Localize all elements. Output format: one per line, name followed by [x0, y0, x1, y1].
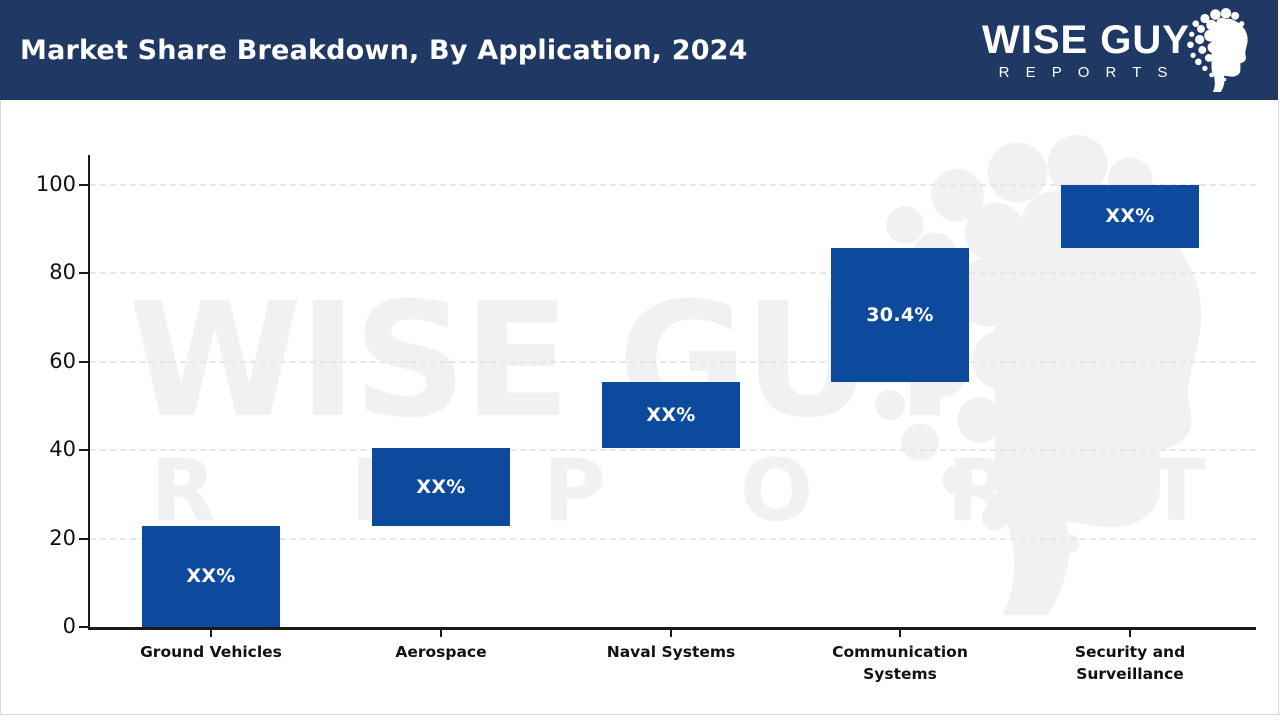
- watermark-head-icon: [856, 135, 1202, 615]
- dotted-head-icon: [1187, 7, 1248, 93]
- bar-value-label: XX%: [186, 565, 236, 588]
- x-category-label: Security and Surveillance: [1074, 643, 1186, 683]
- y-tick-label: 40: [49, 437, 76, 462]
- y-tick-label: 20: [49, 525, 76, 550]
- bar-value-label: 30.4%: [866, 303, 934, 326]
- header-bar: Market Share Breakdown, By Application, …: [0, 0, 1278, 100]
- x-category-label: Aerospace: [395, 643, 487, 661]
- brand-name: WISE GUY: [981, 17, 1190, 62]
- waterfall-bar: XX%: [142, 525, 280, 627]
- x-category-label: Naval Systems: [606, 643, 736, 661]
- brand-logo-text: WISE GUY R E P O R T S: [982, 20, 1190, 81]
- right-frame-line: [1278, 100, 1279, 715]
- waterfall-bar: XX%: [1061, 185, 1199, 248]
- y-tick-mark: [79, 272, 88, 275]
- waterfall-bar: XX%: [372, 447, 510, 526]
- y-gridline: [90, 449, 1256, 452]
- brand-subname: R E P O R T S: [998, 63, 1174, 81]
- y-gridline: [90, 537, 1256, 540]
- y-tick-label: 80: [49, 260, 76, 285]
- x-tick-mark: [210, 629, 212, 637]
- y-tick-mark: [79, 626, 88, 628]
- x-axis-spine: [88, 627, 1256, 630]
- y-tick-mark: [79, 360, 88, 363]
- left-frame-line: [0, 100, 1, 715]
- x-tick-mark: [899, 629, 901, 637]
- brand-logo: WISE GUY R E P O R T S: [982, 4, 1278, 96]
- bar-value-label: XX%: [416, 475, 466, 498]
- x-tick-mark: [440, 629, 442, 637]
- x-tick-mark: [1129, 629, 1131, 637]
- y-tick-label: 100: [35, 172, 76, 196]
- y-gridline: [90, 272, 1256, 275]
- y-gridline: [90, 360, 1256, 363]
- y-tick-label: 60: [49, 348, 76, 373]
- y-tick-mark: [79, 537, 88, 540]
- bar-value-label: XX%: [646, 404, 696, 427]
- x-category-label: Communication Systems: [832, 643, 968, 683]
- x-tick-mark: [670, 629, 672, 637]
- y-tick-mark: [79, 184, 88, 186]
- waterfall-bar: XX%: [602, 382, 740, 448]
- page-title: Market Share Breakdown, By Application, …: [20, 34, 748, 66]
- y-tick-label: 0: [62, 614, 76, 638]
- bar-value-label: XX%: [1105, 205, 1155, 228]
- y-gridline: [90, 184, 1256, 186]
- bottom-frame-line: [0, 714, 1280, 715]
- y-tick-mark: [79, 449, 88, 452]
- waterfall-bar: 30.4%: [831, 247, 969, 383]
- y-axis-spine: [88, 155, 90, 629]
- x-category-label: Ground Vehicles: [140, 643, 282, 661]
